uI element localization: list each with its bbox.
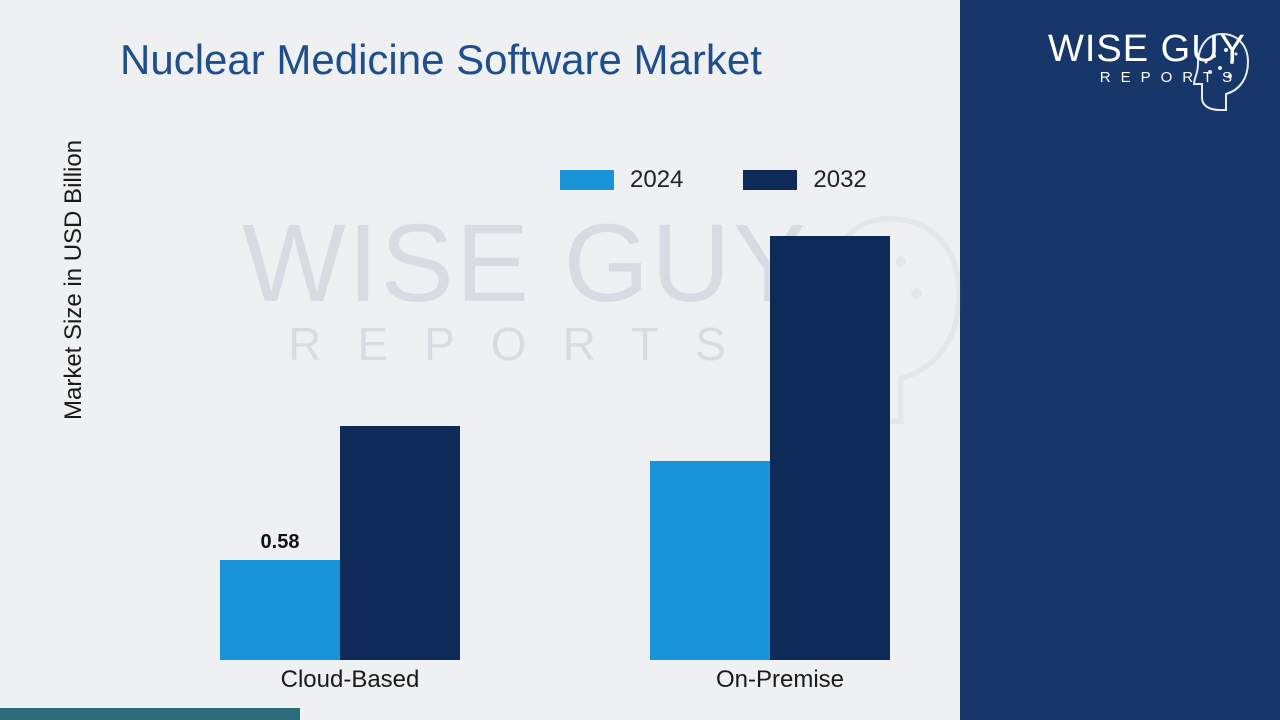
bar-group: On-Premise xyxy=(650,210,910,660)
bar xyxy=(340,426,460,660)
chart-title: Nuclear Medicine Software Market xyxy=(120,36,762,84)
brand-logo: WISE GUY REPORTS xyxy=(1048,28,1246,86)
logo-head-icon xyxy=(1192,32,1252,112)
legend-label: 2032 xyxy=(813,166,866,194)
bar xyxy=(770,236,890,660)
category-label: Cloud-Based xyxy=(220,666,480,694)
legend: 2024 2032 xyxy=(560,166,867,194)
legend-item: 2024 xyxy=(560,166,683,194)
bar xyxy=(220,560,340,660)
category-label: On-Premise xyxy=(650,666,910,694)
bottom-accent-bar xyxy=(0,708,300,720)
y-axis-label: Market Size in USD Billion xyxy=(60,140,88,420)
plot-area: 0.58Cloud-Based On-Premise xyxy=(100,210,960,660)
legend-swatch-2032 xyxy=(743,170,797,190)
legend-swatch-2024 xyxy=(560,170,614,190)
bar-value-label: 0.58 xyxy=(220,531,340,554)
legend-item: 2032 xyxy=(743,166,866,194)
legend-label: 2024 xyxy=(630,166,683,194)
bar xyxy=(650,461,770,660)
bar-group: 0.58Cloud-Based xyxy=(220,210,480,660)
chart-canvas: WISE GUY REPORTS Nuclear Medicine Softwa… xyxy=(0,0,1280,720)
